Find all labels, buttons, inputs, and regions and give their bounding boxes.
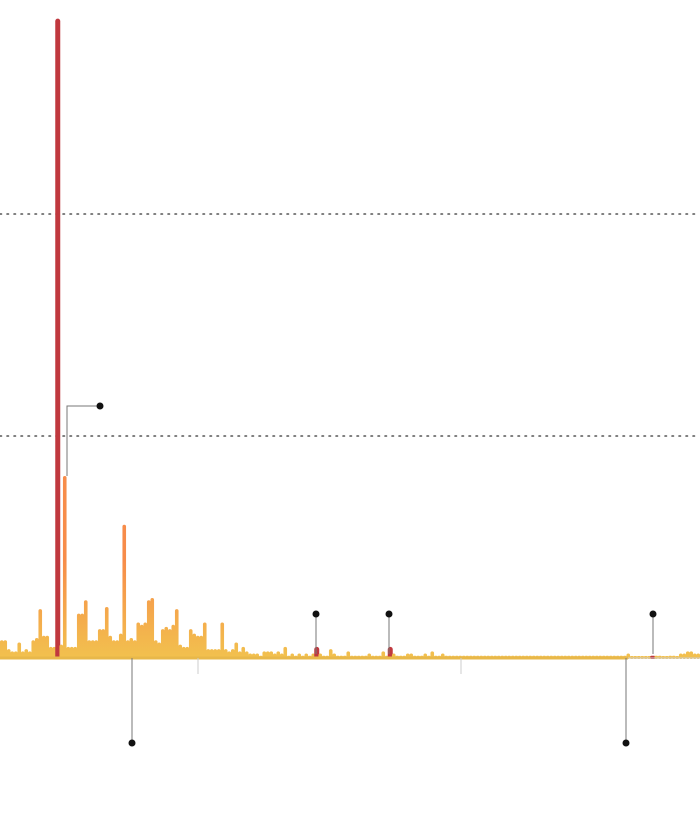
gridlines xyxy=(0,213,700,437)
bar xyxy=(45,635,50,659)
bar xyxy=(108,635,113,659)
bar xyxy=(202,622,207,659)
bar xyxy=(157,642,162,659)
bar xyxy=(111,640,116,659)
bar xyxy=(73,646,78,659)
bar xyxy=(118,633,123,659)
bar xyxy=(17,642,22,659)
annotation-leader xyxy=(66,405,100,476)
bar xyxy=(129,638,134,659)
bar xyxy=(76,613,81,659)
bar xyxy=(283,646,288,659)
bar xyxy=(139,624,144,659)
bar xyxy=(671,655,676,659)
bar xyxy=(136,622,141,659)
annotation-dot xyxy=(649,610,657,618)
bar xyxy=(80,613,85,659)
annotation-dot xyxy=(622,739,630,747)
bar xyxy=(122,524,127,659)
bar xyxy=(150,598,155,659)
bar xyxy=(87,640,92,659)
bar xyxy=(143,622,148,659)
bar xyxy=(115,640,120,659)
bar xyxy=(104,606,109,659)
bar xyxy=(220,622,225,659)
bar xyxy=(83,600,88,659)
bar xyxy=(31,640,36,659)
bar xyxy=(3,640,8,659)
annotation-dot xyxy=(385,610,393,618)
bar xyxy=(69,646,74,659)
bar xyxy=(125,640,130,659)
bar xyxy=(689,651,694,659)
bar xyxy=(41,635,46,659)
annotation-dot xyxy=(128,739,136,747)
bar xyxy=(167,629,172,659)
bar xyxy=(188,629,193,659)
bar xyxy=(241,646,246,659)
bar xyxy=(94,640,99,659)
bar xyxy=(185,646,190,659)
bar xyxy=(0,640,4,659)
bar xyxy=(132,640,137,659)
bar xyxy=(97,629,102,659)
bar xyxy=(59,644,64,659)
annotations xyxy=(66,402,657,747)
bar xyxy=(164,626,169,659)
bar xyxy=(62,475,67,659)
bar xyxy=(52,646,57,659)
bar xyxy=(657,655,662,659)
bar xyxy=(38,609,43,659)
bar xyxy=(48,646,53,659)
bar xyxy=(654,655,659,659)
bar xyxy=(192,633,197,659)
bar xyxy=(178,644,183,659)
bar xyxy=(685,651,690,659)
annotation-dot xyxy=(96,402,104,410)
bar xyxy=(199,635,204,659)
highlighted-bar xyxy=(55,18,61,659)
bar xyxy=(174,609,179,659)
bar xyxy=(101,629,106,659)
bar xyxy=(195,635,200,659)
bar xyxy=(668,655,673,659)
annotation-dot xyxy=(312,610,320,618)
bar xyxy=(90,640,95,659)
bar xyxy=(171,624,176,659)
bar xyxy=(234,642,239,659)
x-axis xyxy=(0,656,700,674)
bar xyxy=(66,646,71,659)
bar xyxy=(153,640,158,659)
bar xyxy=(146,600,151,659)
bars xyxy=(0,18,700,659)
bar xyxy=(181,646,186,659)
bar xyxy=(34,638,39,659)
bar xyxy=(160,629,165,659)
